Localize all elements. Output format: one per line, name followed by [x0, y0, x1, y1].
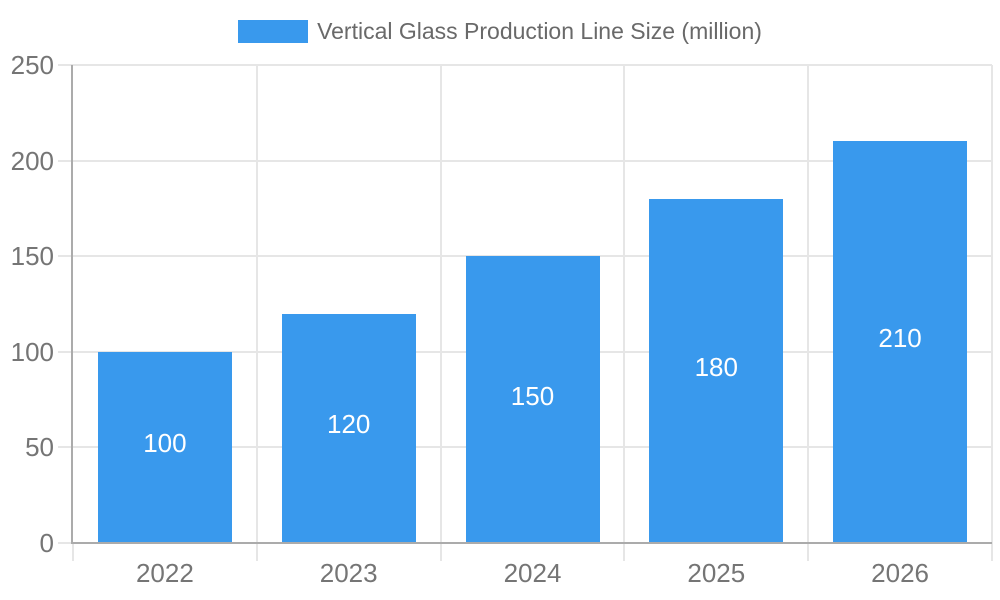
x-axis-line: [71, 542, 992, 544]
y-axis-tick: [58, 255, 73, 258]
x-axis-tick: [72, 543, 74, 561]
plot-area: 100 120 150 180 210: [58, 64, 993, 561]
y-axis-tick: [58, 64, 73, 66]
y-axis-label: 200: [10, 145, 54, 176]
bar-2023[interactable]: 120: [281, 313, 416, 543]
y-axis-tick: [58, 542, 73, 544]
gridline-vertical: [255, 65, 258, 543]
bar-value-label: 180: [694, 351, 738, 382]
y-axis-label: 0: [39, 528, 54, 558]
bar-2025[interactable]: 180: [649, 198, 784, 543]
legend-swatch: [238, 19, 309, 43]
gridline-vertical: [807, 65, 810, 543]
y-axis-label: 150: [10, 241, 54, 272]
gridline-vertical: [623, 65, 626, 543]
bar-value-label: 210: [878, 323, 922, 354]
y-axis-tick: [58, 446, 73, 449]
x-axis-tick: [623, 543, 626, 561]
bar-2026[interactable]: 210: [833, 141, 968, 543]
x-axis-label-2024: 2024: [503, 558, 562, 588]
legend-label: Vertical Glass Production Line Size (mil…: [317, 18, 762, 44]
gridline-horizontal: [73, 64, 992, 66]
x-axis-tick: [439, 543, 442, 561]
chart-legend[interactable]: Vertical Glass Production Line Size (mil…: [0, 19, 1000, 43]
x-axis-tick: [991, 543, 993, 561]
y-axis-tick: [58, 159, 73, 162]
y-axis-label: 250: [10, 50, 54, 80]
bar-2022[interactable]: 100: [97, 351, 232, 543]
bar-value-label: 150: [510, 380, 555, 411]
gridline-horizontal: [73, 159, 992, 162]
x-axis: 2022 2023 2024 2025 2026: [73, 558, 992, 588]
x-axis-tick: [807, 543, 810, 561]
x-axis-label-2026: 2026: [871, 558, 929, 588]
y-axis-label: 50: [25, 432, 54, 463]
bar-value-label: 120: [326, 409, 371, 440]
y-axis: 0 50 100 150 200 250: [0, 50, 54, 558]
x-axis-label-2023: 2023: [319, 558, 378, 588]
y-axis-label: 100: [10, 336, 54, 367]
y-axis-line: [71, 65, 73, 543]
x-axis-label-2025: 2025: [687, 558, 746, 588]
y-axis-tick: [58, 350, 73, 353]
x-axis-label-2022: 2022: [135, 558, 194, 588]
bar-2024[interactable]: 150: [465, 256, 600, 543]
gridline-vertical: [439, 65, 442, 543]
gridline-vertical: [991, 65, 993, 543]
bar-value-label: 100: [143, 428, 187, 459]
x-axis-tick: [255, 543, 258, 561]
